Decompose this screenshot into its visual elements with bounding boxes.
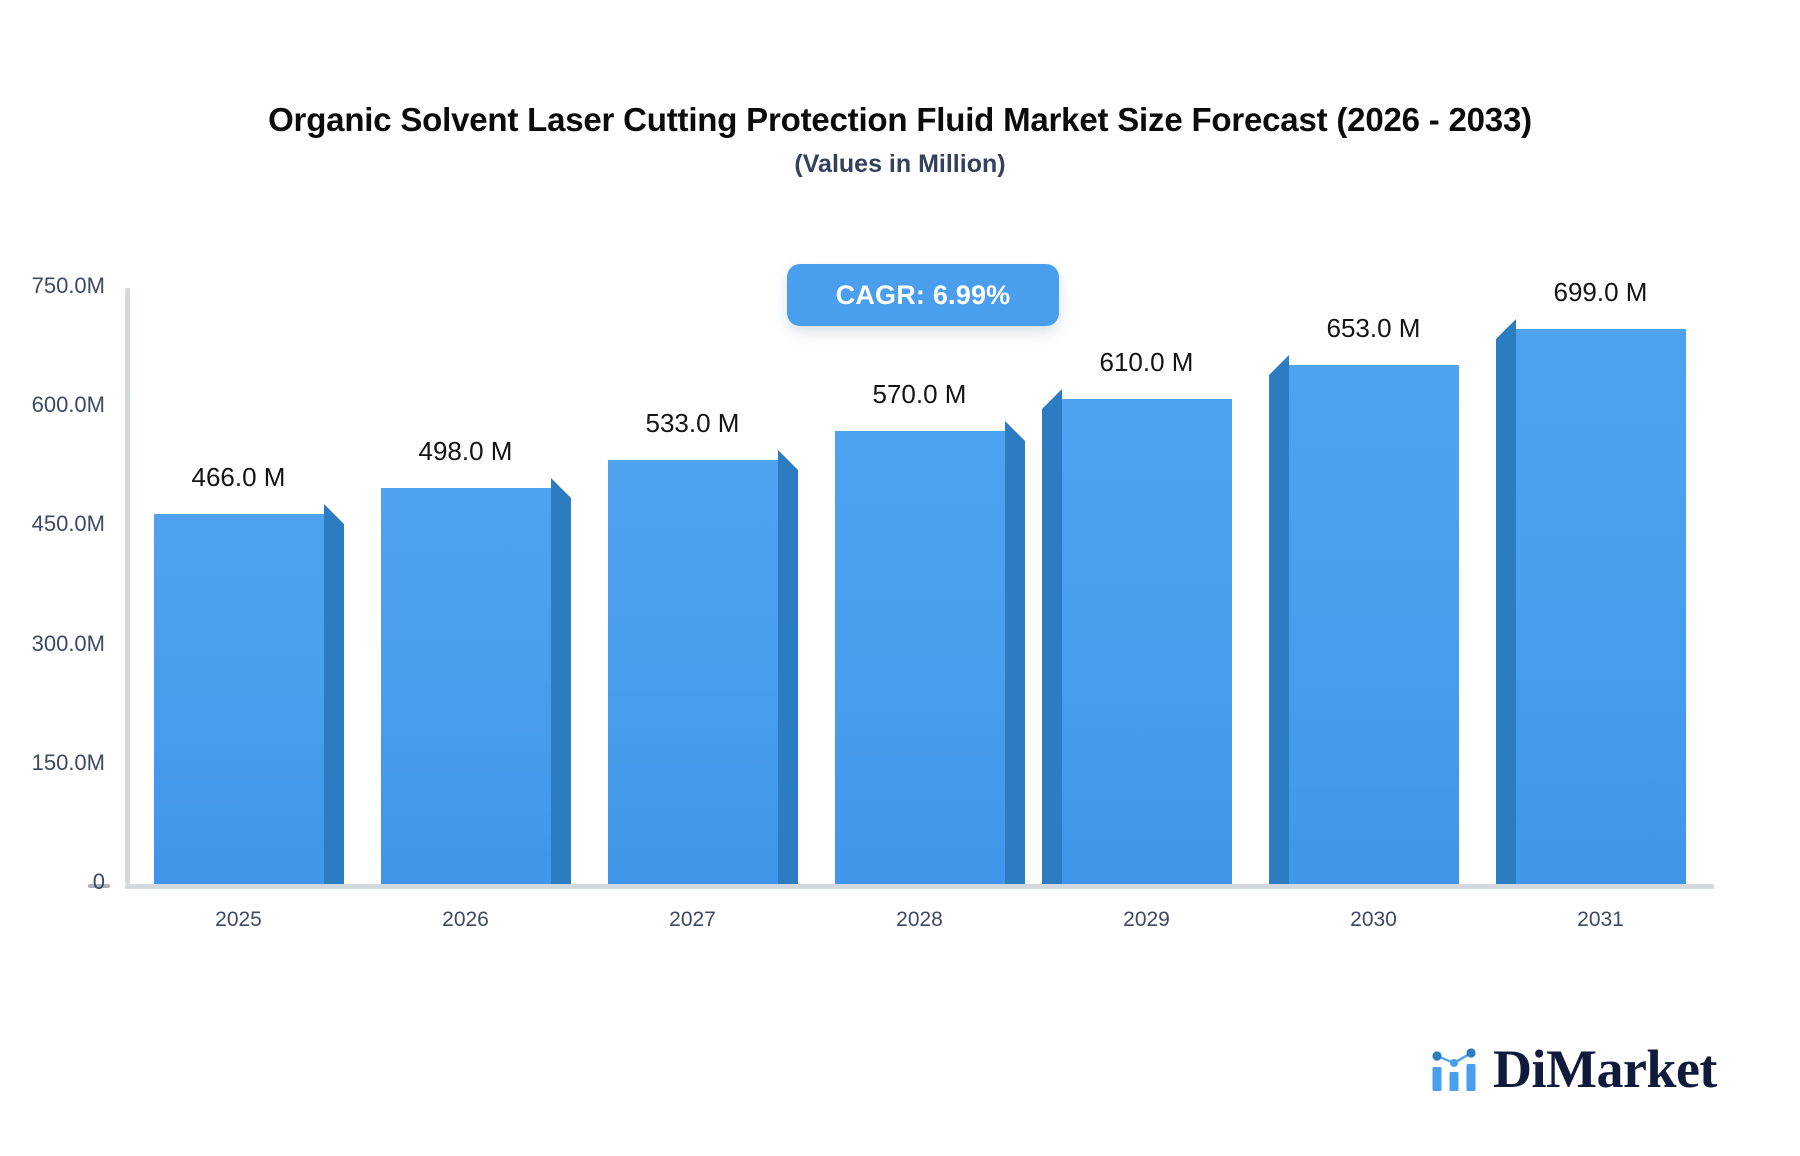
bar-3d-bevel	[1041, 389, 1062, 410]
x-axis-tick-label: 2026	[442, 908, 489, 931]
x-axis-tick-label: 2028	[896, 908, 943, 931]
x-axis-tick-label: 2029	[1123, 908, 1170, 931]
bar-chart-logo-icon	[1432, 1048, 1476, 1091]
chart-subtitle: (Values in Million)	[794, 150, 1006, 178]
x-axis-tick-label: 2025	[215, 908, 262, 931]
bar-value-label: 699.0 M	[1553, 276, 1648, 307]
cagr-badge-label: CAGR: 6.99%	[835, 279, 1011, 310]
bar-face	[1288, 365, 1459, 884]
bar-face	[380, 488, 551, 884]
bar-3d-side	[323, 523, 344, 884]
bar-face	[1515, 328, 1686, 884]
bar-3d-side	[1495, 338, 1516, 884]
bar-3d-bevel	[550, 478, 571, 499]
y-axis-tick-label: 600.0M	[31, 392, 105, 418]
x-axis-tick-label: 2027	[669, 908, 716, 931]
x-axis-line	[125, 884, 1714, 889]
y-axis-tick-label: 750.0M	[31, 273, 105, 298]
bar-value-label: 466.0 M	[191, 461, 286, 492]
bar-face	[834, 431, 1005, 884]
bar[interactable]	[834, 421, 1025, 884]
bar[interactable]	[607, 450, 798, 884]
bar[interactable]	[1495, 318, 1686, 884]
dimarket-wordmark: DiMarket	[1493, 1039, 1717, 1099]
chart-title: Organic Solvent Laser Cutting Protection…	[268, 101, 1532, 138]
bar-value-label: 653.0 M	[1326, 313, 1421, 344]
bar[interactable]	[380, 478, 571, 884]
y-axis-tick-label: 300.0M	[31, 630, 105, 656]
x-axis-tick-label: 2030	[1350, 908, 1397, 931]
plot-area	[125, 288, 1714, 884]
bar-3d-side	[1268, 375, 1289, 884]
bar-value-label: 533.0 M	[645, 408, 740, 439]
bar-face	[1061, 399, 1232, 884]
bar-face	[153, 513, 324, 884]
dimarket-logo: DiMarket	[1428, 1040, 1717, 1098]
y-axis-tick-label: 450.0M	[31, 511, 105, 537]
bar-3d-side	[777, 470, 798, 884]
bar-value-label: 570.0 M	[872, 379, 967, 410]
cagr-badge: CAGR: 6.99%	[787, 264, 1059, 326]
bar-3d-bevel	[1004, 421, 1025, 442]
bar-3d-side	[1041, 409, 1062, 884]
bar-face	[607, 460, 778, 884]
bar[interactable]	[153, 503, 344, 884]
y-axis-zero-tick-mark	[88, 884, 110, 888]
bar-3d-bevel	[1268, 355, 1289, 376]
y-axis-line	[125, 288, 130, 884]
bar-3d-side	[1004, 441, 1025, 884]
bar-3d-side	[550, 498, 571, 884]
bar-3d-bevel	[1495, 318, 1516, 339]
bar[interactable]	[1041, 389, 1232, 884]
x-axis-tick-label: 2031	[1577, 908, 1624, 931]
bar-3d-bevel	[323, 503, 344, 524]
bar[interactable]	[1268, 355, 1459, 884]
bar-value-label: 498.0 M	[418, 436, 513, 467]
y-axis-tick-label: 0	[92, 869, 105, 894]
bar-value-label: 610.0 M	[1099, 347, 1194, 378]
bar-3d-bevel	[777, 450, 798, 471]
y-axis-tick-label: 150.0M	[31, 749, 105, 775]
